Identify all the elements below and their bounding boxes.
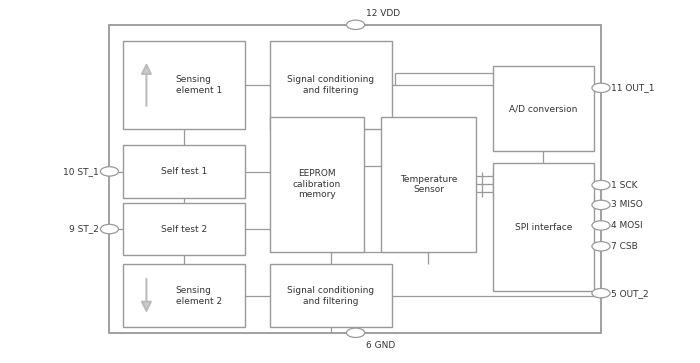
Text: 3 MISO: 3 MISO (612, 200, 643, 209)
Text: 7 CSB: 7 CSB (612, 242, 638, 251)
Text: 4 MOSI: 4 MOSI (612, 221, 643, 230)
Circle shape (592, 289, 610, 298)
Circle shape (100, 167, 118, 176)
Text: 9 ST_2: 9 ST_2 (69, 225, 99, 233)
Text: 5 OUT_2: 5 OUT_2 (612, 289, 649, 298)
Text: Self test 2: Self test 2 (161, 225, 207, 234)
Circle shape (592, 83, 610, 93)
Circle shape (592, 180, 610, 190)
Circle shape (346, 328, 365, 338)
Circle shape (100, 224, 118, 234)
FancyBboxPatch shape (270, 117, 364, 252)
Text: EEPROM
calibration
memory: EEPROM calibration memory (293, 169, 341, 199)
FancyBboxPatch shape (270, 264, 392, 327)
Text: Sensing
element 2: Sensing element 2 (176, 286, 222, 306)
Text: Temperature
Sensor: Temperature Sensor (400, 175, 457, 194)
Text: 6 GND: 6 GND (366, 341, 396, 350)
Text: 11 OUT_1: 11 OUT_1 (612, 83, 655, 92)
Text: SPI interface: SPI interface (514, 223, 572, 232)
Text: Signal conditioning
and filtering: Signal conditioning and filtering (287, 76, 375, 95)
Circle shape (592, 200, 610, 209)
FancyBboxPatch shape (123, 264, 246, 327)
FancyBboxPatch shape (109, 25, 601, 333)
Circle shape (592, 242, 610, 251)
Text: 1 SCK: 1 SCK (612, 181, 638, 189)
FancyBboxPatch shape (270, 41, 392, 129)
FancyBboxPatch shape (123, 203, 246, 255)
FancyBboxPatch shape (123, 41, 246, 129)
FancyBboxPatch shape (493, 163, 594, 291)
Text: 12 VDD: 12 VDD (366, 9, 400, 19)
Text: Sensing
element 1: Sensing element 1 (176, 76, 222, 95)
Text: Self test 1: Self test 1 (161, 167, 207, 176)
FancyBboxPatch shape (493, 66, 594, 151)
FancyBboxPatch shape (123, 146, 246, 198)
Text: A/D conversion: A/D conversion (510, 104, 578, 113)
Text: 10 ST_1: 10 ST_1 (63, 167, 99, 176)
Circle shape (346, 20, 365, 29)
FancyBboxPatch shape (382, 117, 475, 252)
Circle shape (592, 221, 610, 230)
Text: Signal conditioning
and filtering: Signal conditioning and filtering (287, 286, 375, 306)
